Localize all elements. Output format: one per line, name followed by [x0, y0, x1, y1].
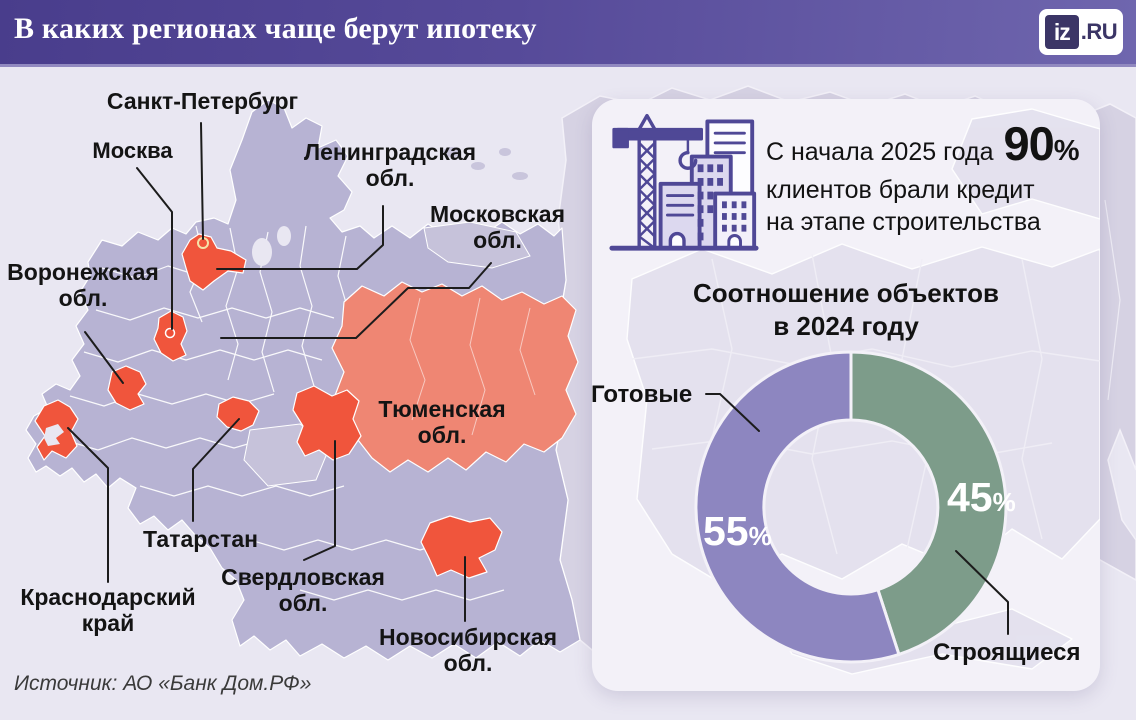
leader-gotovye: [705, 393, 760, 432]
leader-stroyashchiesya: [955, 550, 1009, 635]
izru-logo-box: iz: [1044, 15, 1079, 49]
label-krasnodar-krai: Краснодарский край: [20, 584, 196, 637]
azov-inlet: [44, 424, 64, 446]
map-leader-lines: [67, 122, 492, 622]
leader-moscow: [136, 167, 173, 330]
leader-sverdlovsk: [303, 440, 336, 561]
slice-label-stroyashchiesya: Строящиеся: [933, 639, 1081, 666]
percent-sign-45: %: [992, 487, 1016, 517]
chart-title: Соотношение объектов в 2024 году: [671, 277, 1021, 343]
highlighted-regions: [34, 233, 503, 579]
page-title: В каких регионах чаще берут ипотеку: [14, 12, 537, 45]
slice-value-gotovye: 55%: [703, 508, 772, 555]
fact-prefix: С начала 2025 года: [766, 138, 994, 166]
region-novosibirsk: [420, 515, 503, 579]
leader-krasnodar: [67, 427, 109, 583]
label-moscow-oblast: Московская обл.: [429, 201, 566, 254]
leader-leningrad: [216, 205, 384, 270]
fact-block: С начала 2025 года 90% клиентов брали кре…: [766, 120, 1106, 238]
donut-slice-gotovye: [694, 350, 901, 664]
izru-logo-suffix: .RU: [1080, 19, 1118, 44]
fact-value: 90: [1003, 117, 1055, 170]
donut-slice-stroyashchiesya: [849, 350, 1008, 656]
source-note: Источник: АО «Банк Дом.РФ»: [14, 672, 312, 695]
label-sverdlovsk-oblast: Свердловская обл.: [221, 564, 385, 617]
label-tatarstan: Татарстан: [142, 526, 259, 552]
region-leningrad: [181, 233, 247, 291]
chart-leader-lines: [705, 393, 1009, 635]
region-sverdlovsk: [292, 385, 362, 461]
leader-voronezh: [84, 331, 124, 384]
slice-value-55: 55: [703, 508, 749, 554]
percent-sign-55: %: [748, 521, 772, 551]
label-spb: Санкт-Петербург: [106, 88, 299, 114]
header-bar: В каких регионах чаще берут ипотеку iz .…: [0, 0, 1136, 67]
slice-label-gotovye: Готовые: [591, 381, 693, 408]
region-tatarstan: [216, 396, 260, 432]
slice-value-45: 45: [947, 474, 993, 520]
fact-unit: %: [1053, 135, 1080, 167]
fact-line-1: С начала 2025 года 90%: [766, 120, 1106, 174]
chart-title-line-1: Соотношение объектов: [693, 278, 999, 308]
izru-logo: iz .RU: [1039, 9, 1123, 55]
label-tyumen-oblast: Тюменская обл.: [378, 396, 506, 449]
label-novosibirsk-oblast: Новосибирская обл.: [378, 624, 558, 677]
leader-spb: [200, 122, 204, 240]
leader-moscow-oblast: [220, 262, 492, 339]
label-moscow: Москва: [92, 138, 173, 163]
slice-value-stroyashchiesya: 45%: [947, 474, 1016, 521]
leader-tatarstan: [192, 418, 240, 522]
fact-line-3: на этапе строительства: [766, 208, 1041, 236]
chart-title-line-2: в 2024 году: [773, 311, 919, 341]
region-tyumen-borders: [409, 297, 536, 436]
label-voronezh-oblast: Воронежская обл.: [7, 259, 159, 312]
region-moscow-dot: [164, 327, 176, 339]
construction-crane-icon: [609, 113, 759, 251]
fact-line-2: клиентов брали кредит: [766, 176, 1035, 204]
label-leningrad-oblast: Ленинградская обл.: [303, 139, 477, 192]
